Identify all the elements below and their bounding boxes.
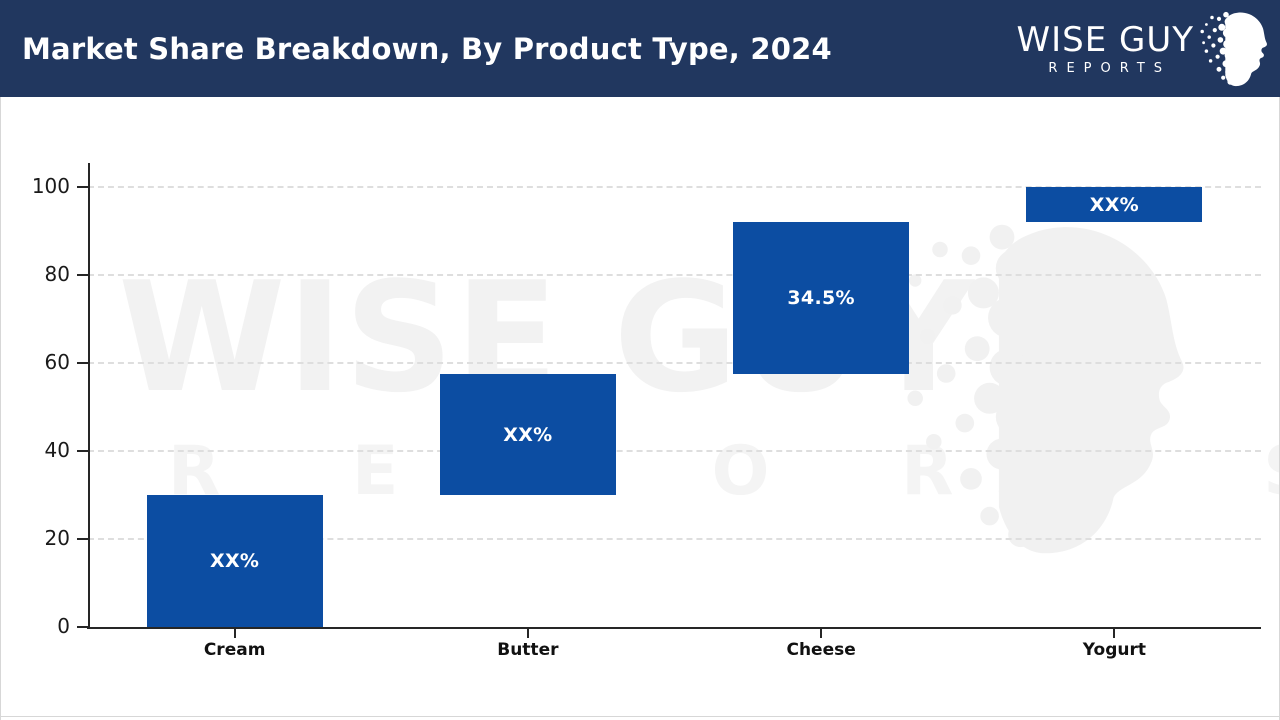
y-tick-label-20: 20	[44, 526, 70, 550]
brand-name: WISE GUY	[1016, 19, 1194, 60]
y-tick-label-80: 80	[44, 262, 70, 286]
brand-head-logo-icon	[1198, 9, 1268, 89]
gridline-20	[88, 538, 1261, 540]
chart-title: Market Share Breakdown, By Product Type,…	[22, 31, 832, 66]
bar-cheese: 34.5%	[733, 222, 910, 374]
y-tick-mark-0	[77, 626, 88, 628]
brand-subtitle: REPORTS	[1048, 60, 1172, 76]
y-tick-label-0: 0	[57, 614, 70, 638]
y-tick-mark-60	[77, 362, 88, 364]
bar-cream: XX%	[146, 495, 323, 627]
left-border-line	[0, 97, 1, 720]
x-category-label-cream: Cream	[203, 640, 266, 660]
watermark-head-logo-icon	[878, 212, 1188, 566]
gridline-40	[88, 450, 1261, 452]
brand-logo: WISE GUY REPORTS	[1016, 9, 1268, 89]
bar-value-label-cream: XX%	[210, 550, 260, 572]
y-tick-mark-80	[77, 274, 88, 276]
x-category-label-yogurt: Yogurt	[1082, 640, 1146, 660]
gridline-60	[88, 362, 1261, 364]
y-tick-label-100: 100	[31, 174, 70, 198]
bar-value-label-yogurt: XX%	[1089, 193, 1139, 216]
bar-value-label-cheese: 34.5%	[787, 287, 855, 310]
header-bar: Market Share Breakdown, By Product Type,…	[0, 0, 1280, 97]
gridline-80	[88, 274, 1261, 276]
x-tick-mark-cream	[233, 629, 236, 638]
y-tick-mark-40	[77, 450, 88, 452]
y-tick-mark-20	[77, 538, 88, 540]
bar-butter: XX%	[439, 374, 616, 495]
y-tick-mark-100	[77, 186, 88, 188]
x-category-label-butter: Butter	[497, 640, 559, 660]
gridline-100	[88, 186, 1261, 188]
y-tick-label-40: 40	[44, 438, 70, 462]
brand-logo-text: WISE GUY REPORTS	[1016, 23, 1194, 75]
x-axis-line	[87, 627, 1261, 629]
bar-yogurt: XX%	[1026, 187, 1203, 223]
bottom-border-line	[0, 716, 1280, 717]
x-tick-mark-butter	[526, 629, 529, 638]
bar-value-label-butter: XX%	[503, 423, 553, 446]
y-tick-label-60: 60	[44, 350, 70, 374]
x-tick-mark-yogurt	[1113, 629, 1116, 638]
x-tick-mark-cheese	[820, 629, 823, 638]
y-axis-line	[88, 162, 90, 629]
x-category-label-cheese: Cheese	[786, 640, 856, 660]
